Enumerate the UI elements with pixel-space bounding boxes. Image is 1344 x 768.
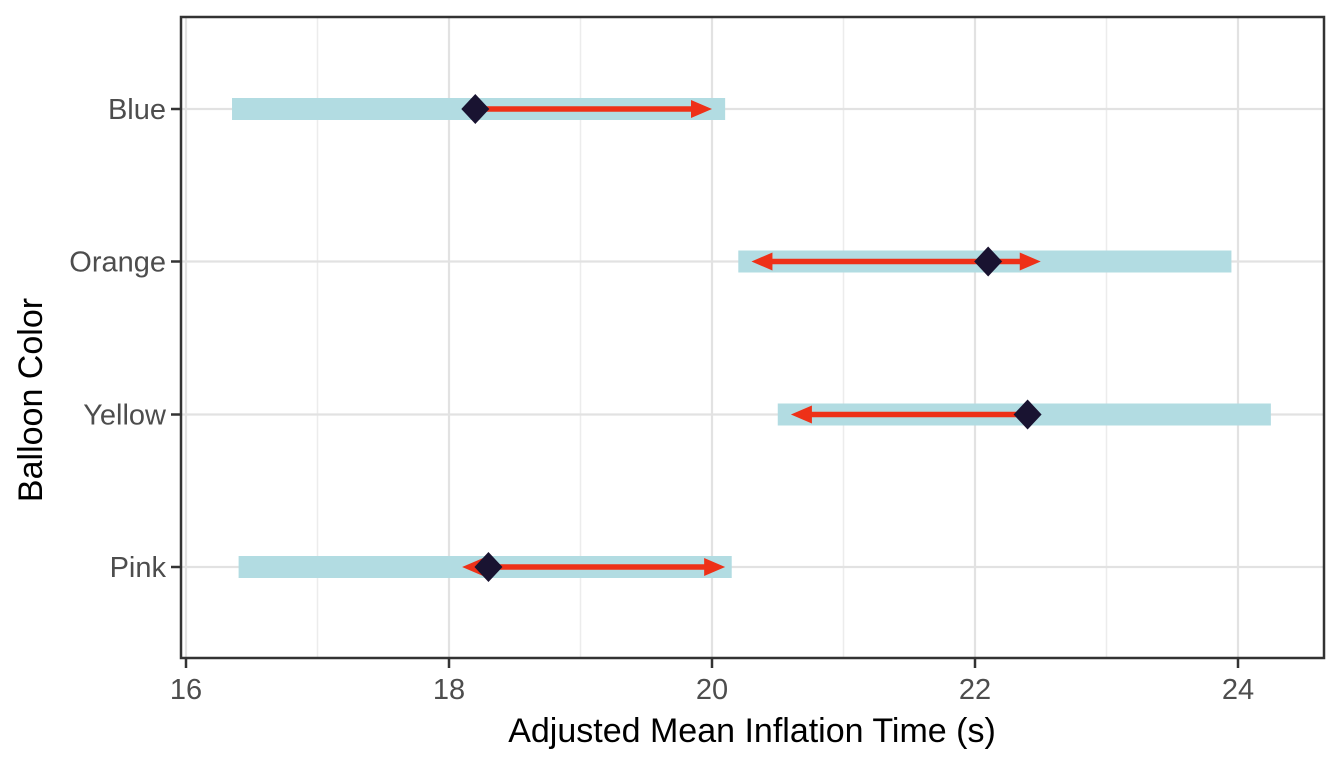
arrowhead-right	[691, 100, 712, 118]
panel-border	[179, 15, 1326, 660]
mean-diamond	[474, 552, 503, 582]
x-tick-label: 18	[433, 674, 465, 706]
y-category-label: Blue	[108, 94, 166, 126]
plot-area: 16 18 20 22 24 Blue Orange Yellow Pink	[69, 15, 1326, 706]
mean-diamond	[461, 94, 490, 124]
mean-diamond	[974, 246, 1003, 277]
x-tick-label: 22	[959, 674, 991, 706]
arrowhead-right	[704, 558, 726, 576]
arrowhead-left	[751, 252, 773, 271]
x-tick-label: 16	[170, 674, 202, 706]
arrowhead-left	[790, 405, 812, 424]
x-axis-title: Adjusted Mean Inflation Time (s)	[508, 712, 996, 750]
arrowhead-left	[462, 558, 484, 576]
x-tick-label: 20	[696, 674, 728, 706]
arrowhead-right	[1019, 252, 1041, 271]
y-category-label: Pink	[110, 552, 167, 584]
y-category-label: Yellow	[83, 400, 167, 432]
y-axis-title: Balloon Color	[12, 298, 50, 502]
mean-diamond	[1013, 399, 1042, 430]
y-category-label: Orange	[69, 247, 166, 279]
x-tick-label: 24	[1222, 674, 1254, 706]
